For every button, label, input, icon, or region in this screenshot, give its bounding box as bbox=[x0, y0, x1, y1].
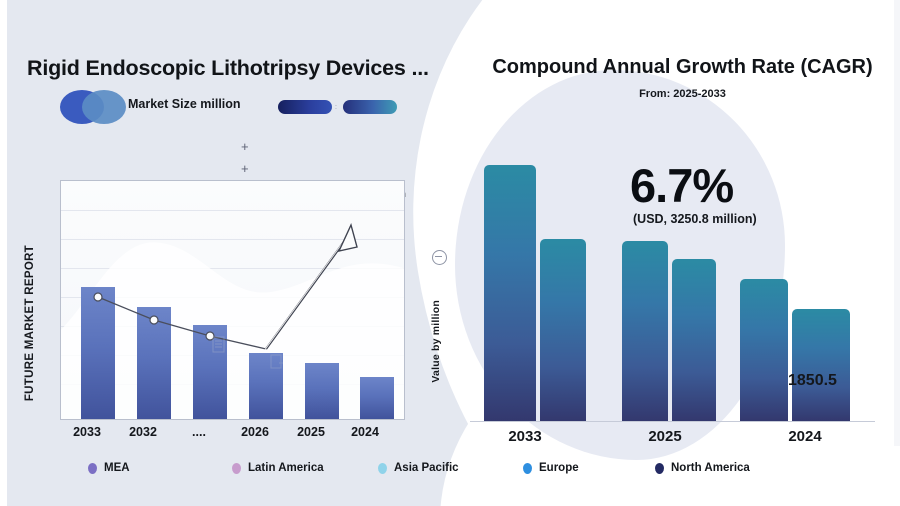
pill-group: : bbox=[278, 100, 403, 115]
legend-label-europe: Europe bbox=[539, 462, 579, 474]
legend-item-mea[interactable]: MEA bbox=[88, 462, 130, 474]
legend-item-asia-pacific[interactable]: Asia Pacific bbox=[378, 462, 459, 474]
doc-watermark-icon-2 bbox=[270, 354, 283, 369]
x-label-r-2033: 2033 bbox=[508, 428, 542, 445]
bar-2024-primary bbox=[740, 279, 788, 421]
legend-dot-asia-pacific bbox=[378, 462, 387, 474]
legend-item-latin-america[interactable]: Latin America bbox=[232, 462, 324, 474]
legend-label-mea: MEA bbox=[104, 462, 130, 474]
legend-label-north-america: North America bbox=[671, 462, 750, 474]
bar-2026 bbox=[249, 353, 283, 419]
brand-label: Market Size million bbox=[128, 97, 241, 111]
legend-dot-europe bbox=[523, 462, 532, 474]
plus-icon-1: + bbox=[241, 139, 249, 154]
legend: MEA Latin America Asia Pacific Europe No… bbox=[0, 462, 900, 490]
x-label-mid: .... bbox=[192, 425, 206, 439]
right-edge-strip bbox=[894, 0, 900, 506]
minus-circle-icon bbox=[432, 250, 447, 265]
cagr-value: 6.7% bbox=[630, 159, 734, 212]
legend-item-europe[interactable]: Europe bbox=[523, 462, 579, 474]
y-axis-label-right: Value by million bbox=[430, 300, 442, 383]
left-edge-strip bbox=[0, 0, 7, 506]
x-label-2033: 2033 bbox=[73, 425, 101, 439]
bar-2025-primary-v bbox=[622, 241, 668, 421]
bar-2033-secondary bbox=[540, 239, 586, 421]
bottom-right-corner-shape bbox=[760, 446, 900, 506]
cagr-title: Compound Annual Growth Rate (CAGR) bbox=[492, 56, 873, 78]
x-label-2024: 2024 bbox=[351, 425, 379, 439]
x-label-2026: 2026 bbox=[241, 425, 269, 439]
legend-dot-north-america bbox=[655, 462, 664, 474]
x-label-r-2024: 2024 bbox=[788, 428, 822, 445]
pill-left-icon bbox=[278, 100, 332, 114]
pill-separator: : bbox=[335, 104, 337, 111]
y-axis-label: FUTURE MARKET REPORT bbox=[24, 245, 36, 402]
legend-dot-mea bbox=[88, 462, 97, 474]
legend-label-latin-america: Latin America bbox=[248, 462, 324, 474]
bar-mid bbox=[193, 325, 227, 419]
bar-2025-secondary bbox=[672, 259, 716, 421]
bar-2024 bbox=[360, 377, 394, 419]
bar-2025 bbox=[305, 363, 339, 419]
two-circles-logo-icon bbox=[60, 90, 126, 124]
trend-overlay bbox=[93, 222, 358, 352]
value-label-1850: 1850.5 bbox=[788, 372, 837, 389]
page-title: Rigid Endoscopic Lithotripsy Devices ... bbox=[27, 56, 429, 80]
bar-2032 bbox=[137, 307, 171, 419]
legend-item-north-america[interactable]: North America bbox=[655, 462, 750, 474]
x-label-2032: 2032 bbox=[129, 425, 157, 439]
brand-row: Market Size million : bbox=[60, 88, 397, 128]
legend-label-asia-pacific: Asia Pacific bbox=[394, 462, 459, 474]
doc-watermark-icon bbox=[212, 336, 225, 353]
right-panel: Compound Annual Growth Rate (CAGR) From:… bbox=[450, 0, 900, 506]
bar-2024-secondary bbox=[792, 309, 850, 421]
left-panel: Rigid Endoscopic Lithotripsy Devices ...… bbox=[24, 56, 429, 439]
bar-2033 bbox=[81, 287, 115, 419]
plus-icon-2: + bbox=[241, 161, 249, 176]
cagr-chart bbox=[470, 161, 875, 421]
right-chart-baseline bbox=[470, 421, 875, 422]
x-label-r-2025: 2025 bbox=[648, 428, 682, 445]
cagr-note: (USD, 3250.8 million) bbox=[633, 212, 757, 226]
x-label-2025: 2025 bbox=[297, 425, 325, 439]
bar-2033-primary bbox=[484, 165, 536, 421]
cagr-subtitle: From: 2025-2033 bbox=[639, 88, 726, 100]
pill-right-icon bbox=[343, 100, 397, 114]
market-size-chart bbox=[60, 180, 405, 420]
legend-dot-latin-america bbox=[232, 462, 241, 474]
